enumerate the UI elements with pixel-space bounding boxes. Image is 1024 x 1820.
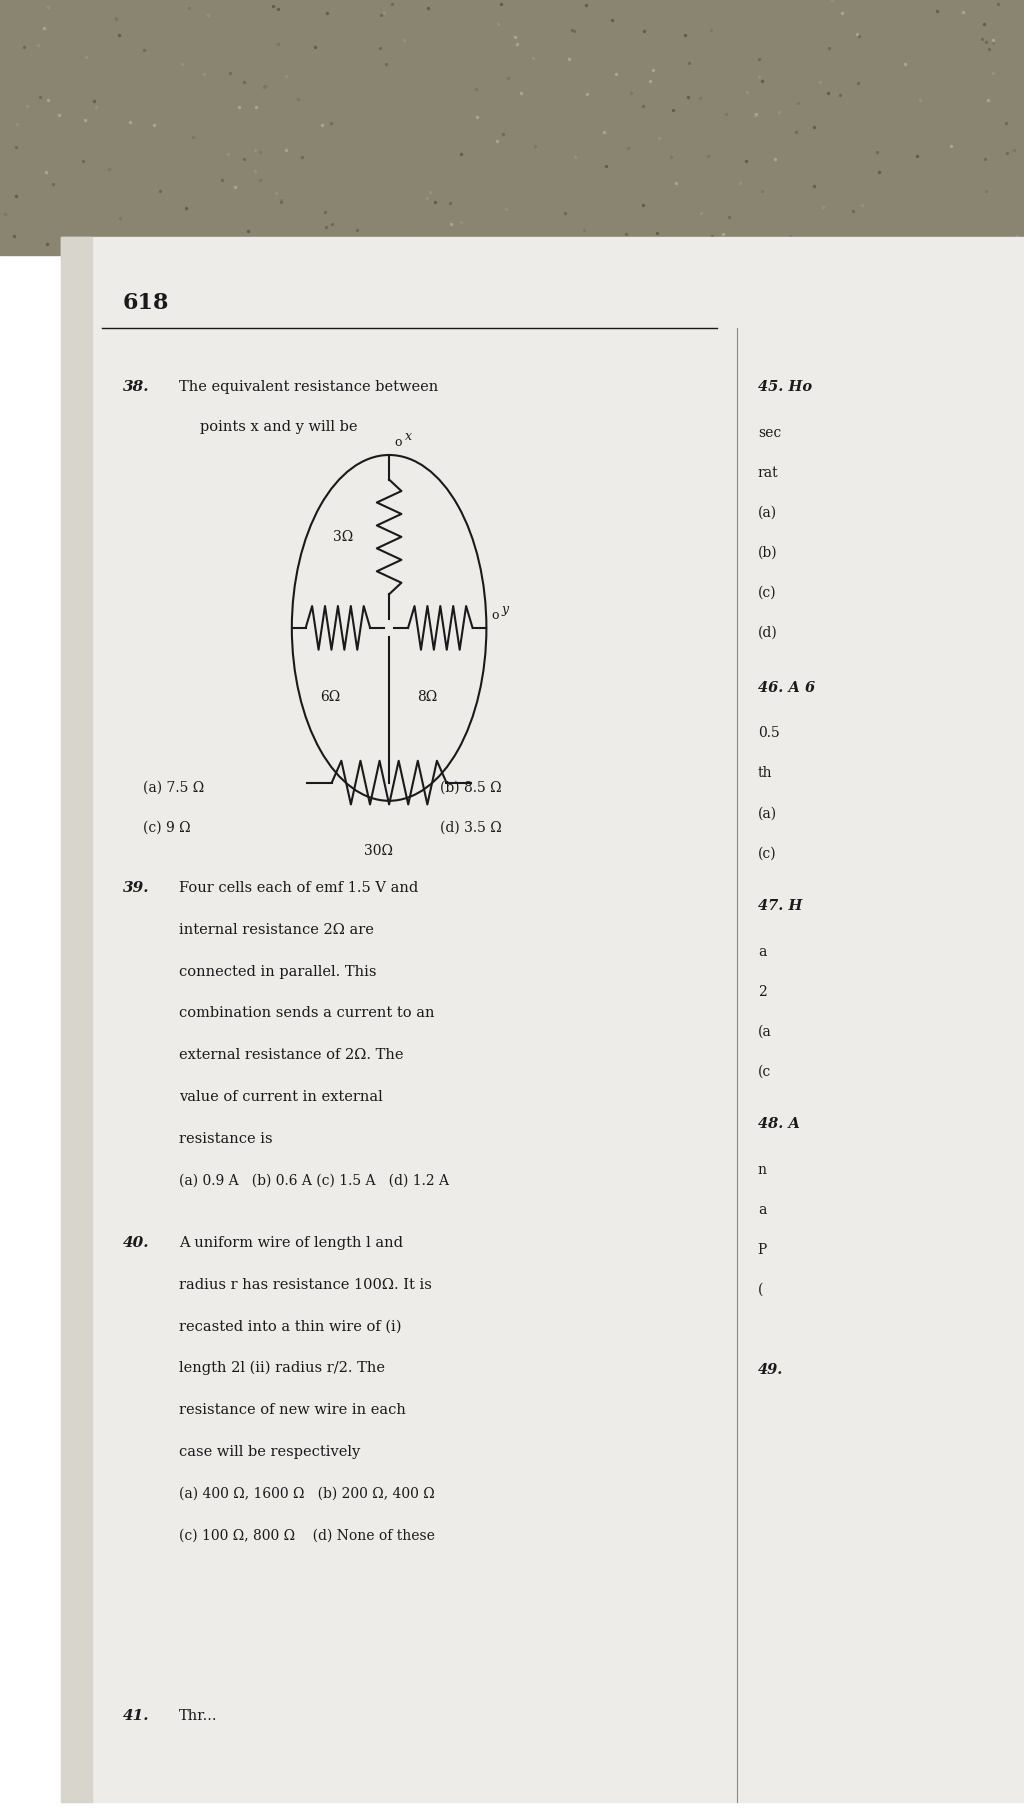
Text: sec: sec xyxy=(758,426,781,440)
Text: (a) 400 Ω, 1600 Ω   (b) 200 Ω, 400 Ω: (a) 400 Ω, 1600 Ω (b) 200 Ω, 400 Ω xyxy=(179,1487,435,1501)
Text: (b) 8.5 Ω: (b) 8.5 Ω xyxy=(440,781,502,795)
Bar xyxy=(61,237,92,1802)
Text: 30Ω: 30Ω xyxy=(364,844,392,859)
Text: combination sends a current to an: combination sends a current to an xyxy=(179,1006,435,1021)
Text: 6Ω: 6Ω xyxy=(319,690,340,704)
Text: P: P xyxy=(758,1243,767,1258)
Text: 2: 2 xyxy=(758,985,767,999)
Text: (: ( xyxy=(758,1283,763,1298)
Text: (c): (c) xyxy=(758,846,776,861)
Text: length 2l (ii) radius r/2. The: length 2l (ii) radius r/2. The xyxy=(179,1361,385,1376)
Text: (d): (d) xyxy=(758,626,777,641)
Text: (a) 7.5 Ω: (a) 7.5 Ω xyxy=(143,781,205,795)
Text: o: o xyxy=(492,610,499,622)
Text: The equivalent resistance between: The equivalent resistance between xyxy=(179,380,438,395)
Text: (a) 0.9 A   (b) 0.6 A (c) 1.5 A   (d) 1.2 A: (a) 0.9 A (b) 0.6 A (c) 1.5 A (d) 1.2 A xyxy=(179,1174,450,1188)
Text: 40.: 40. xyxy=(123,1236,150,1250)
Text: th: th xyxy=(758,766,772,781)
Text: 3Ω: 3Ω xyxy=(333,530,353,544)
Text: A uniform wire of length l and: A uniform wire of length l and xyxy=(179,1236,403,1250)
Text: recasted into a thin wire of (i): recasted into a thin wire of (i) xyxy=(179,1320,401,1334)
Text: connected in parallel. This: connected in parallel. This xyxy=(179,965,377,979)
Text: a: a xyxy=(758,945,766,959)
Text: Thr...: Thr... xyxy=(179,1709,218,1724)
Text: 39.: 39. xyxy=(123,881,150,895)
Text: x: x xyxy=(404,431,412,444)
Text: a: a xyxy=(758,1203,766,1218)
Text: (a: (a xyxy=(758,1025,771,1039)
Text: (c: (c xyxy=(758,1065,771,1079)
Text: resistance is: resistance is xyxy=(179,1132,272,1147)
Text: 49.: 49. xyxy=(758,1363,783,1378)
Text: 8Ω: 8Ω xyxy=(418,690,437,704)
Text: rat: rat xyxy=(758,466,778,480)
Text: 618: 618 xyxy=(123,293,169,315)
Text: (b): (b) xyxy=(758,546,777,561)
Text: o: o xyxy=(394,437,401,450)
Text: 48. A: 48. A xyxy=(758,1117,800,1132)
Text: external resistance of 2Ω. The: external resistance of 2Ω. The xyxy=(179,1048,403,1063)
Bar xyxy=(0,0,1024,255)
Text: radius r has resistance 100Ω. It is: radius r has resistance 100Ω. It is xyxy=(179,1278,432,1292)
Text: (d) 3.5 Ω: (d) 3.5 Ω xyxy=(440,821,502,835)
Bar xyxy=(61,237,1024,1802)
Text: y: y xyxy=(502,604,509,617)
Text: case will be respectively: case will be respectively xyxy=(179,1445,360,1460)
Text: 0.5: 0.5 xyxy=(758,726,779,741)
Text: points x and y will be: points x and y will be xyxy=(200,420,357,435)
Text: Four cells each of emf 1.5 V and: Four cells each of emf 1.5 V and xyxy=(179,881,419,895)
Text: (a): (a) xyxy=(758,806,777,821)
Text: resistance of new wire in each: resistance of new wire in each xyxy=(179,1403,407,1418)
Text: (c) 100 Ω, 800 Ω    (d) None of these: (c) 100 Ω, 800 Ω (d) None of these xyxy=(179,1529,435,1543)
Text: 45. Ho: 45. Ho xyxy=(758,380,812,395)
Text: 47. H: 47. H xyxy=(758,899,802,914)
Text: (c): (c) xyxy=(758,586,776,601)
Text: 38.: 38. xyxy=(123,380,150,395)
Text: (c) 9 Ω: (c) 9 Ω xyxy=(143,821,191,835)
Text: (a): (a) xyxy=(758,506,777,521)
Text: value of current in external: value of current in external xyxy=(179,1090,383,1105)
Text: n: n xyxy=(758,1163,767,1178)
Text: 46. A 6: 46. A 6 xyxy=(758,681,815,695)
Text: 41.: 41. xyxy=(123,1709,150,1724)
Text: internal resistance 2Ω are: internal resistance 2Ω are xyxy=(179,923,374,937)
